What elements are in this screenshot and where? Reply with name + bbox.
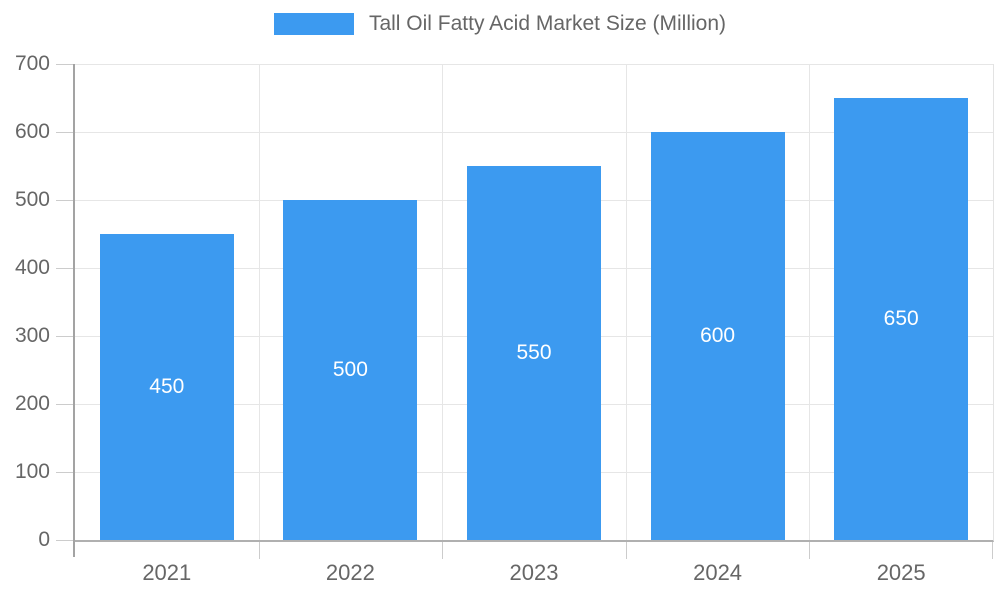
bar-value-label: 450 (149, 375, 185, 398)
x-tick-label-2025: 2025 (876, 560, 926, 585)
y-tick-mark (56, 267, 74, 269)
plot-area: 450 500 550 600 650 (75, 64, 994, 542)
x-axis-ticks (75, 542, 993, 559)
y-tick-label: 200 (14, 392, 50, 415)
y-tick-label: 600 (14, 119, 50, 143)
legend-swatch-icon (273, 13, 354, 35)
y-tick-mark (56, 404, 74, 405)
x-tick-mark (258, 542, 260, 559)
y-tick-label: 100 (14, 460, 50, 483)
y-axis-labels: 700 600 500 400 300 200 100 0 (0, 52, 50, 551)
bar-value-label: 500 (332, 358, 368, 381)
y-axis-ticks (56, 64, 74, 541)
gridline-vertical (442, 64, 444, 540)
y-axis-line (73, 64, 75, 557)
y-tick-mark (56, 472, 74, 473)
y-tick-mark (56, 336, 74, 337)
y-tick-mark (56, 540, 74, 541)
gridline-vertical (625, 64, 627, 540)
x-tick-mark (442, 542, 444, 559)
bar-value-label: 600 (700, 324, 736, 347)
bar-2022[interactable]: 500 (283, 200, 418, 540)
bar-2023[interactable]: 550 (466, 166, 601, 540)
x-tick-label-2022: 2022 (325, 560, 375, 585)
gridline-700 (75, 64, 993, 65)
legend-label: Tall Oil Fatty Acid Market Size (Million… (368, 12, 727, 35)
bar-value-label: 550 (516, 341, 552, 364)
x-tick-mark (992, 542, 993, 559)
legend[interactable]: Tall Oil Fatty Acid Market Size (Million… (0, 12, 1000, 36)
gridline-vertical (809, 64, 811, 540)
y-tick-mark (56, 131, 74, 133)
x-tick-label-2024: 2024 (693, 560, 743, 585)
bar-2021[interactable]: 450 (99, 234, 234, 540)
x-axis-labels: 2021 2022 2023 2024 2025 (75, 557, 993, 589)
y-tick-mark (56, 64, 74, 65)
gridline-600 (75, 131, 993, 133)
bar-2024[interactable]: 600 (650, 132, 785, 540)
y-tick-label: 300 (14, 324, 50, 347)
y-tick-label: 700 (14, 52, 50, 75)
gridline-vertical (258, 64, 260, 540)
y-tick-label: 0 (38, 528, 50, 551)
y-tick-label: 400 (14, 255, 50, 279)
x-tick-mark (809, 542, 811, 559)
y-tick-mark (56, 199, 74, 201)
x-tick-label-2021: 2021 (142, 560, 192, 585)
bar-2025[interactable]: 650 (834, 98, 969, 540)
x-tick-mark (625, 542, 627, 559)
y-tick-label: 500 (14, 187, 50, 211)
x-tick-label-2023: 2023 (509, 560, 559, 585)
bar-value-label: 650 (883, 307, 919, 330)
